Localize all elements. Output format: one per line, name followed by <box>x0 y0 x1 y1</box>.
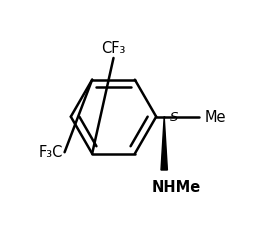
Text: CF₃: CF₃ <box>101 41 126 56</box>
Text: S: S <box>170 111 179 124</box>
Text: F₃C: F₃C <box>39 145 63 160</box>
Polygon shape <box>161 117 167 170</box>
Text: NHMe: NHMe <box>151 180 200 195</box>
Text: Me: Me <box>205 110 227 125</box>
